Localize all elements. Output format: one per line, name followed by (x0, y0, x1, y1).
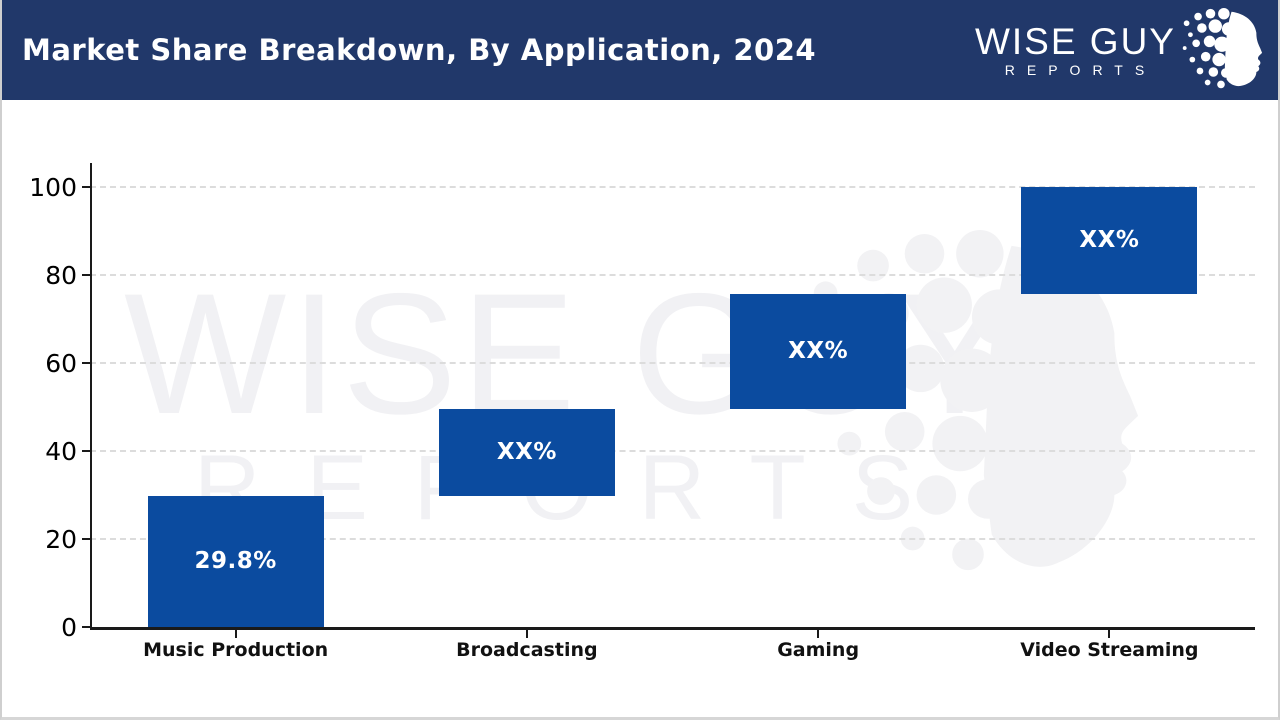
chart-title: Market Share Breakdown, By Application, … (22, 33, 817, 67)
brand-name: WISE GUY (974, 20, 1176, 62)
x-tick-mark (234, 630, 237, 638)
waterfall-bar-music-production: 29.8% (147, 495, 324, 627)
y-tick-label: 80 (45, 260, 77, 290)
brand-logo-text: WISE GUY REPORTS (974, 20, 1176, 79)
x-tick-mark (817, 630, 820, 638)
waterfall-bar-gaming: XX% (730, 293, 907, 409)
waterfall-bar-broadcasting: XX% (438, 408, 615, 496)
x-tick-label: Video Streaming (1020, 639, 1199, 661)
gridline (90, 449, 1255, 452)
gridline (90, 185, 1255, 188)
brand-logo: WISE GUY REPORTS (975, 6, 1264, 94)
bar-value-label: XX% (1079, 227, 1140, 254)
y-tick-mark (82, 537, 90, 540)
y-tick-mark (82, 361, 90, 364)
x-tick-mark (1108, 630, 1111, 638)
bar-value-label: XX% (788, 338, 849, 365)
y-tick-label: 40 (45, 436, 77, 466)
gridline (90, 361, 1255, 364)
y-tick-label: 60 (45, 348, 77, 378)
gridline (90, 273, 1255, 276)
x-tick-mark (525, 630, 528, 638)
y-tick-mark (82, 185, 90, 188)
y-tick-mark (82, 626, 90, 628)
y-tick-mark (82, 449, 90, 452)
y-tick-label: 20 (45, 524, 77, 554)
y-tick-label: 100 (29, 172, 77, 202)
waterfall-bar-video-streaming: XX% (1021, 186, 1198, 294)
y-axis-line (90, 163, 92, 629)
y-tick-label: 0 (61, 613, 77, 642)
bar-value-label: 29.8% (194, 548, 277, 575)
x-tick-label: Music Production (143, 639, 329, 661)
x-tick-label: Broadcasting (456, 639, 598, 661)
header-band: Market Share Breakdown, By Application, … (2, 0, 1278, 100)
x-axis-line (90, 627, 1255, 630)
bar-value-label: XX% (496, 439, 557, 466)
brand-subname: REPORTS (1004, 62, 1157, 79)
y-tick-mark (82, 273, 90, 276)
logo-face-icon (1182, 7, 1263, 89)
x-tick-label: Gaming (777, 639, 860, 661)
gridline (90, 537, 1255, 540)
